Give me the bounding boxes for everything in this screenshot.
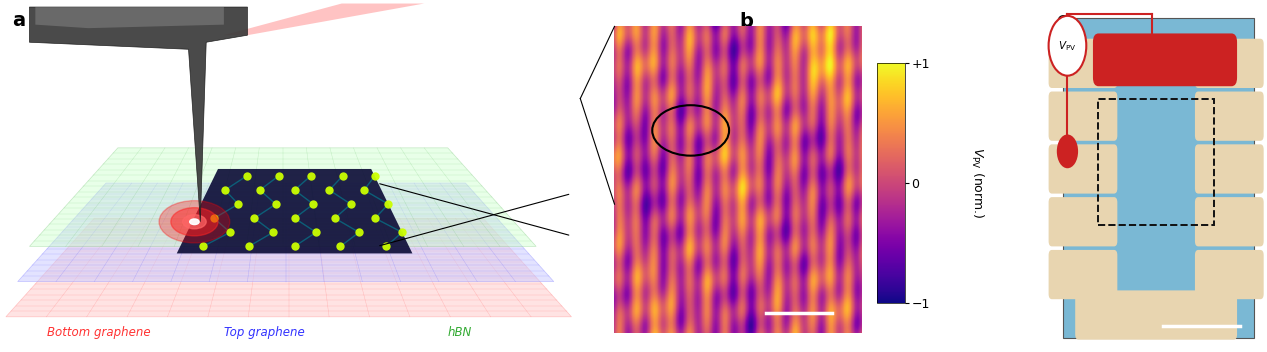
FancyBboxPatch shape [1049, 250, 1117, 299]
Polygon shape [29, 7, 247, 222]
Text: b: b [740, 12, 754, 31]
Polygon shape [224, 4, 424, 35]
Text: c: c [1057, 11, 1068, 30]
Bar [1063, 18, 1254, 338]
Text: Bottom graphene: Bottom graphene [47, 326, 151, 339]
Text: Top graphene: Top graphene [224, 326, 304, 339]
Text: $V_{\mathrm{PV}}$ (norm.): $V_{\mathrm{PV}}$ (norm.) [969, 147, 984, 219]
FancyBboxPatch shape [1195, 144, 1263, 194]
FancyBboxPatch shape [1195, 39, 1263, 88]
Text: a: a [11, 11, 25, 30]
Polygon shape [18, 183, 554, 282]
Polygon shape [29, 148, 536, 246]
FancyBboxPatch shape [1049, 39, 1117, 88]
Circle shape [1049, 16, 1086, 76]
FancyBboxPatch shape [1195, 92, 1263, 141]
Circle shape [171, 208, 218, 236]
Polygon shape [35, 7, 224, 28]
FancyBboxPatch shape [1195, 197, 1263, 246]
FancyBboxPatch shape [1093, 33, 1237, 86]
Polygon shape [177, 169, 413, 253]
Polygon shape [6, 218, 571, 317]
Bar [1098, 99, 1214, 225]
FancyBboxPatch shape [1049, 144, 1117, 194]
Circle shape [190, 219, 199, 225]
FancyBboxPatch shape [1076, 290, 1237, 340]
Circle shape [1057, 134, 1078, 168]
Text: hBN: hBN [447, 326, 473, 339]
FancyBboxPatch shape [1049, 197, 1117, 246]
Circle shape [160, 201, 229, 243]
Text: $V_{\mathrm{PV}}$: $V_{\mathrm{PV}}$ [1058, 39, 1077, 53]
FancyBboxPatch shape [1049, 92, 1117, 141]
Circle shape [182, 215, 207, 229]
FancyBboxPatch shape [1195, 250, 1263, 299]
